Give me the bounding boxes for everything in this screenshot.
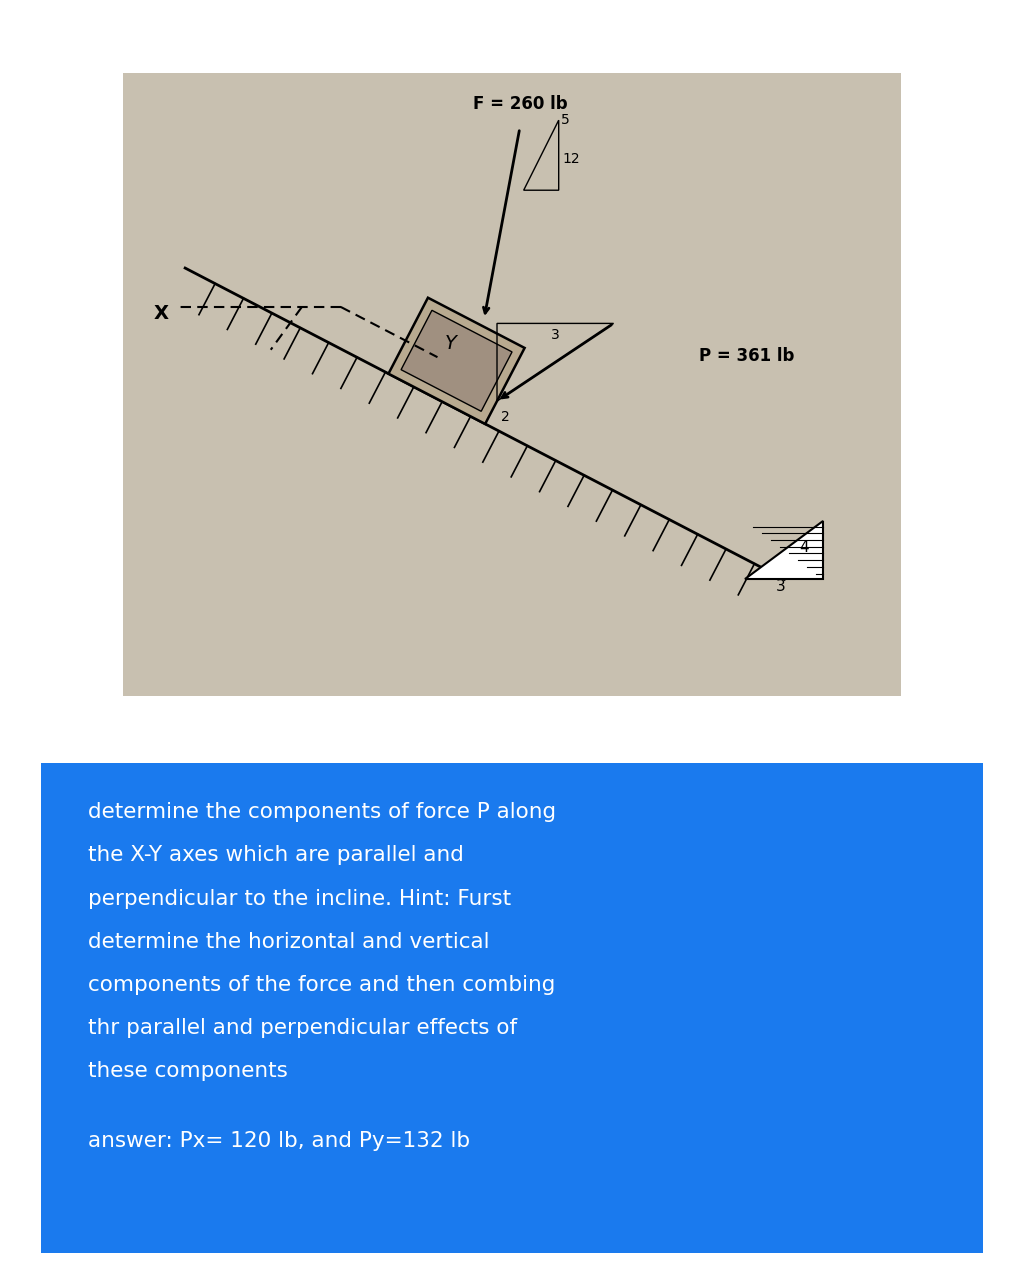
Polygon shape bbox=[745, 522, 823, 579]
Text: 2: 2 bbox=[501, 410, 510, 424]
Text: 3: 3 bbox=[551, 328, 560, 342]
Text: 3: 3 bbox=[775, 579, 785, 594]
Text: 5: 5 bbox=[561, 113, 569, 127]
Text: 4: 4 bbox=[799, 541, 809, 555]
Text: the X-Y axes which are parallel and: the X-Y axes which are parallel and bbox=[88, 846, 464, 865]
Text: components of the force and then combing: components of the force and then combing bbox=[88, 974, 555, 995]
Text: X: X bbox=[154, 304, 169, 323]
Text: thr parallel and perpendicular effects of: thr parallel and perpendicular effects o… bbox=[88, 1018, 517, 1038]
Text: determine the horizontal and vertical: determine the horizontal and vertical bbox=[88, 931, 489, 951]
Text: F = 260 lb: F = 260 lb bbox=[473, 94, 567, 112]
FancyBboxPatch shape bbox=[12, 748, 1012, 1268]
FancyBboxPatch shape bbox=[112, 62, 912, 707]
Text: P = 361 lb: P = 361 lb bbox=[698, 347, 795, 365]
Text: determine the components of force P along: determine the components of force P alon… bbox=[88, 803, 556, 823]
Text: perpendicular to the incline. Hint: Furst: perpendicular to the incline. Hint: Furs… bbox=[88, 889, 511, 908]
Polygon shape bbox=[401, 310, 512, 411]
Polygon shape bbox=[388, 298, 524, 424]
Text: Y: Y bbox=[445, 335, 457, 354]
Text: these components: these components bbox=[88, 1061, 288, 1081]
Text: answer: Px= 120 lb, and Py=132 lb: answer: Px= 120 lb, and Py=132 lb bbox=[88, 1131, 470, 1151]
Text: 12: 12 bbox=[562, 151, 581, 165]
